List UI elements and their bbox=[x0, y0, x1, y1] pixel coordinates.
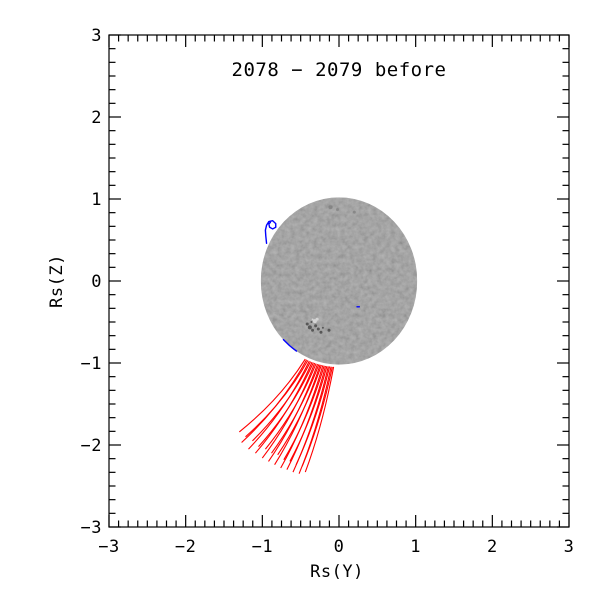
y-tick-label: 3 bbox=[91, 26, 102, 46]
axes bbox=[108, 34, 570, 528]
solar-disk-texture bbox=[260, 197, 418, 365]
field-line bbox=[258, 362, 314, 447]
x-axis-label: Rs(Y) bbox=[310, 562, 364, 582]
field-line bbox=[264, 363, 317, 450]
active-region-dark-spot bbox=[321, 326, 324, 329]
x-tick-label: 1 bbox=[410, 537, 421, 557]
x-tick-label: −2 bbox=[175, 537, 196, 557]
active-region-dark-spot bbox=[310, 321, 313, 323]
field-line bbox=[304, 366, 335, 473]
solar-disk bbox=[260, 197, 418, 365]
faint-dark-feature bbox=[352, 210, 356, 214]
y-tick-label: −2 bbox=[81, 436, 102, 456]
magnetic-contours bbox=[264, 220, 361, 352]
active-region-bright-spot bbox=[312, 319, 317, 324]
faint-dark-feature bbox=[335, 208, 339, 212]
field-line bbox=[295, 366, 331, 465]
x-tick-label: 3 bbox=[564, 537, 575, 557]
active-region-dark-spot bbox=[307, 325, 312, 330]
active-region-dark-spot bbox=[305, 322, 309, 326]
x-tick-label: −1 bbox=[252, 537, 273, 557]
y-tick-label: 2 bbox=[91, 108, 102, 128]
y-tick-label: 0 bbox=[91, 272, 102, 292]
plot-title: 2078 − 2079 before bbox=[232, 59, 447, 81]
x-tick-label: −3 bbox=[98, 537, 119, 557]
contour-closed-loop-north-west-limb bbox=[264, 220, 277, 244]
field-line bbox=[252, 361, 312, 442]
active-region-dark-spot bbox=[319, 330, 323, 334]
x-tick-label: 0 bbox=[334, 537, 345, 557]
tick-labels: −3 −2 −1 0 1 2 3 −3 −2 −1 0 1 2 3 bbox=[81, 26, 575, 557]
field-line bbox=[271, 364, 320, 454]
active-region-dark-spot bbox=[316, 327, 320, 331]
active-region-bright-spot bbox=[311, 318, 314, 321]
active-region-dark-spot bbox=[327, 328, 331, 332]
contour-south-west-limb-arc bbox=[282, 338, 298, 352]
field-line bbox=[289, 366, 328, 462]
field-line bbox=[238, 358, 306, 433]
y-axis-label: Rs(Z) bbox=[47, 254, 67, 308]
y-tick-label: 1 bbox=[91, 190, 102, 210]
field-lines bbox=[238, 358, 335, 474]
field-line bbox=[301, 366, 333, 467]
active-region-dark-spot bbox=[311, 328, 315, 332]
field-line bbox=[245, 360, 309, 438]
x-tick-label: 2 bbox=[487, 537, 498, 557]
faint-dark-feature bbox=[328, 205, 333, 210]
active-region-dark-spot bbox=[314, 324, 318, 328]
field-line bbox=[283, 365, 325, 461]
field-line bbox=[277, 364, 322, 456]
y-tick-label: −3 bbox=[81, 518, 102, 538]
y-tick-label: −1 bbox=[81, 354, 102, 374]
active-region-bright-spot bbox=[315, 317, 319, 321]
